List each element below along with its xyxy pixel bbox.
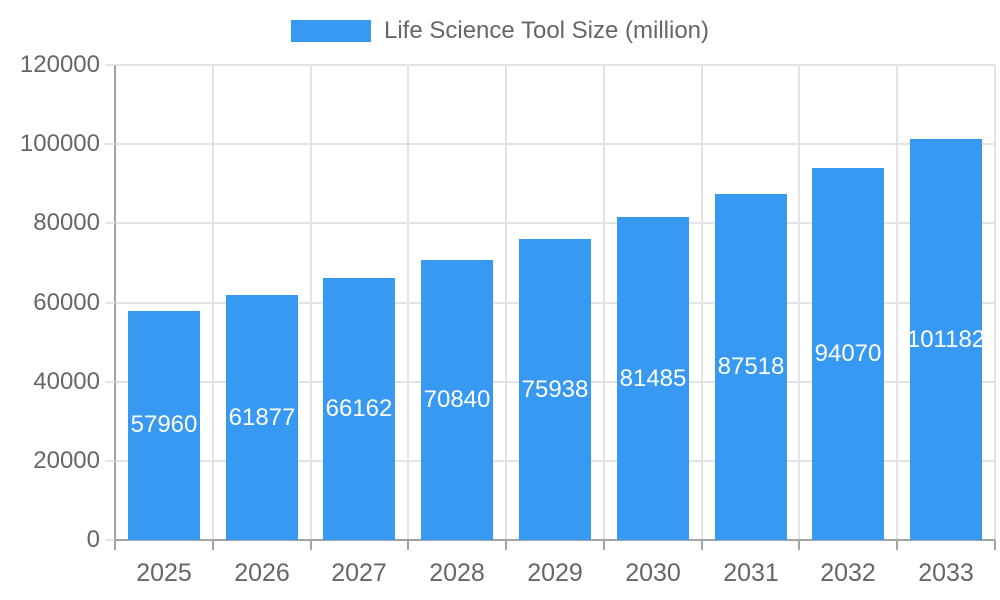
x-axis-tick	[310, 540, 312, 550]
x-axis-tick	[114, 540, 116, 550]
y-axis-tick-label: 60000	[33, 289, 100, 316]
x-axis-tick-label: 2032	[820, 559, 876, 587]
x-axis-tick-label: 2029	[527, 559, 583, 587]
x-axis-tick-label: 2028	[429, 559, 485, 587]
y-axis-tick-label: 120000	[19, 51, 100, 78]
y-axis-tick	[105, 143, 115, 145]
grid-line-horizontal	[115, 64, 995, 66]
bar	[617, 217, 689, 540]
bar	[519, 239, 591, 540]
bar	[715, 194, 787, 540]
bar-value-label: 101182	[906, 326, 986, 353]
bar-value-label: 81485	[619, 365, 687, 392]
legend-label: Life Science Tool Size (million)	[383, 17, 710, 44]
y-axis-tick-label: 20000	[33, 447, 100, 474]
grid-line-vertical	[212, 65, 214, 540]
bar-value-label: 61877	[228, 404, 296, 431]
x-axis-tick	[701, 540, 703, 550]
x-axis-tick	[407, 540, 409, 550]
bar-value-label: 75938	[521, 376, 589, 403]
legend[interactable]: Life Science Tool Size (million)	[0, 17, 1000, 45]
grid-line-vertical	[407, 65, 409, 540]
x-axis-tick	[212, 540, 214, 550]
grid-line-horizontal	[115, 143, 995, 145]
bar-value-label: 94070	[814, 340, 882, 367]
y-axis-tick	[105, 302, 115, 304]
bar-value-label: 57960	[130, 411, 198, 438]
bar	[910, 139, 982, 540]
x-axis-tick	[603, 540, 605, 550]
y-axis-tick-label: 100000	[19, 130, 100, 157]
x-axis-tick	[505, 540, 507, 550]
grid-line-horizontal	[115, 222, 995, 224]
grid-line-vertical	[701, 65, 703, 540]
grid-line-vertical	[505, 65, 507, 540]
x-axis-tick-label: 2025	[136, 559, 192, 587]
bar	[421, 260, 493, 540]
bar-value-label: 70840	[423, 386, 491, 413]
x-axis-tick-label: 2031	[723, 559, 779, 587]
grid-line-vertical	[896, 65, 898, 540]
y-axis-tick-label: 80000	[33, 209, 100, 236]
grid-line-vertical	[798, 65, 800, 540]
grid-line-vertical	[994, 65, 996, 540]
x-axis-tick-label: 2030	[625, 559, 681, 587]
x-axis-tick	[994, 540, 996, 550]
y-axis-tick	[105, 539, 115, 541]
bar	[226, 295, 298, 540]
y-axis-tick-label: 40000	[33, 368, 100, 395]
y-axis-tick	[105, 222, 115, 224]
bar	[323, 278, 395, 540]
x-axis-tick-label: 2027	[331, 559, 387, 587]
y-axis-tick	[105, 381, 115, 383]
legend-swatch	[290, 20, 371, 42]
y-axis-tick	[105, 64, 115, 66]
x-axis-line	[105, 539, 995, 541]
x-axis-tick	[896, 540, 898, 550]
bar-value-label: 66162	[325, 395, 393, 422]
y-axis-line	[114, 65, 116, 540]
grid-line-vertical	[603, 65, 605, 540]
x-axis-tick-label: 2026	[234, 559, 290, 587]
x-axis-tick	[798, 540, 800, 550]
y-axis-tick	[105, 460, 115, 462]
bar	[812, 168, 884, 540]
bar-value-label: 87518	[717, 353, 785, 380]
bar	[128, 311, 200, 540]
y-axis-tick-label: 0	[86, 526, 100, 553]
grid-line-vertical	[310, 65, 312, 540]
x-axis-tick-label: 2033	[918, 559, 974, 587]
